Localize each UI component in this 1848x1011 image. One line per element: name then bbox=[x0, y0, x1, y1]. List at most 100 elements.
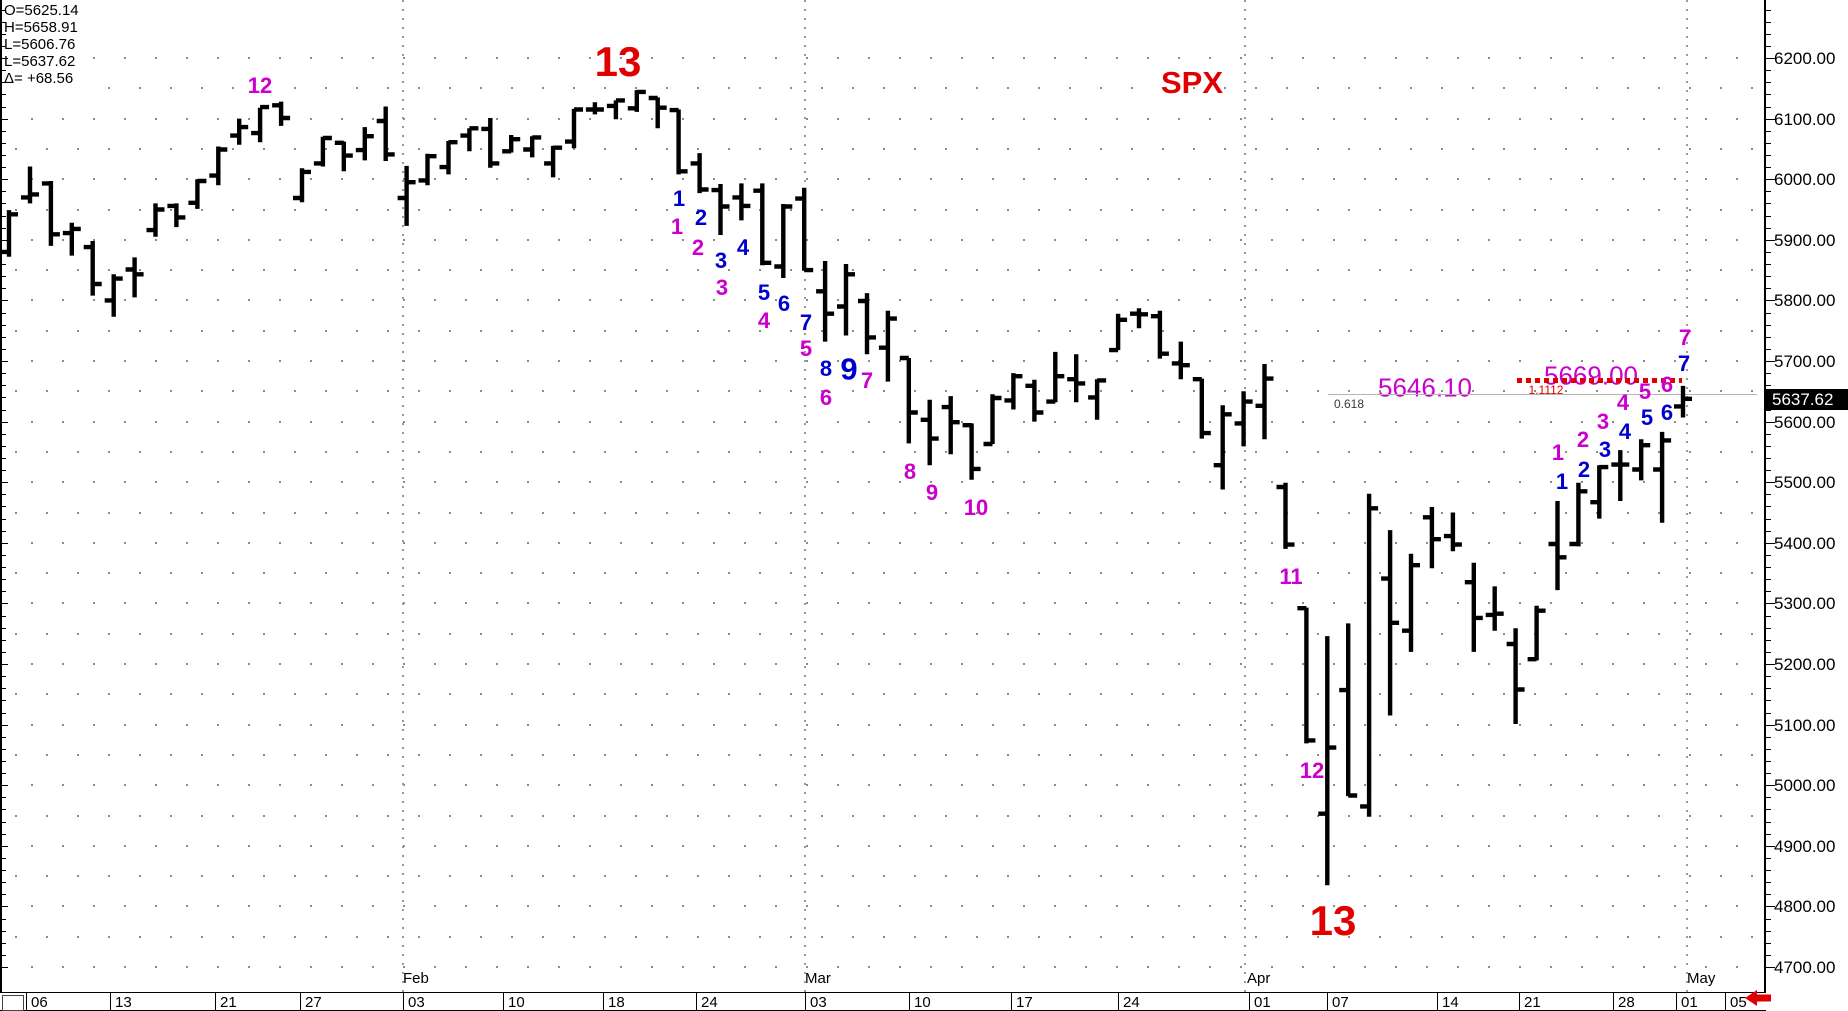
left-axis-tick bbox=[2, 882, 6, 884]
price-axis-label: 6100.00 bbox=[1774, 109, 1836, 129]
date-label: 06 bbox=[31, 994, 48, 1011]
price-axis-tick bbox=[1766, 954, 1771, 956]
left-axis-tick bbox=[2, 264, 6, 265]
overlay-delta: Δ= +68.56 bbox=[4, 70, 74, 87]
price-axis-tick bbox=[1766, 554, 1771, 556]
price-axis-tick bbox=[1766, 167, 1771, 169]
left-axis-tick bbox=[2, 179, 8, 181]
left-axis-tick bbox=[2, 894, 6, 896]
left-axis-tick bbox=[2, 833, 6, 835]
td-count-2: 2 bbox=[691, 235, 705, 260]
left-axis-tick bbox=[2, 445, 6, 447]
grid-dot-row bbox=[0, 238, 1764, 241]
left-axis-tick bbox=[2, 639, 6, 641]
price-axis-label: 5600.00 bbox=[1774, 412, 1836, 432]
price-axis-tick bbox=[1766, 882, 1771, 884]
left-axis-tick bbox=[2, 688, 6, 690]
date-axis[interactable]: 06 13 21 27 03 10 18 24 03 10 17 24 01 07 14 21 28 01 05 bbox=[0, 992, 1766, 1011]
price-axis-tick bbox=[1766, 857, 1771, 859]
left-axis-tick bbox=[2, 373, 6, 375]
price-axis-tick bbox=[1766, 458, 1771, 459]
left-axis-tick bbox=[2, 276, 6, 278]
overlay-open: O=5625.14 bbox=[4, 2, 79, 19]
left-axis-tick bbox=[2, 203, 6, 205]
td-trend-factor-line[interactable] bbox=[1517, 377, 1682, 383]
price-axis-tick bbox=[1766, 142, 1771, 144]
td-count-1: 1 bbox=[1555, 469, 1569, 494]
price-axis-label: 5800.00 bbox=[1774, 291, 1836, 311]
price-axis-tick bbox=[1766, 373, 1771, 375]
price-axis-tick bbox=[1766, 421, 1775, 423]
date-label: 14 bbox=[1442, 994, 1459, 1011]
left-axis-tick bbox=[2, 421, 8, 423]
price-axis-tick bbox=[1766, 251, 1771, 253]
left-axis-tick bbox=[2, 118, 8, 120]
td-count-6: 6 bbox=[1660, 372, 1674, 397]
overlay-low: L=5606.76 bbox=[4, 36, 76, 53]
price-axis-tick bbox=[1766, 627, 1771, 629]
price-axis-label: 6200.00 bbox=[1774, 49, 1836, 68]
left-axis-tick bbox=[2, 967, 8, 968]
price-axis-tick bbox=[1766, 833, 1771, 835]
left-axis-tick bbox=[2, 336, 6, 338]
price-axis-tick bbox=[1766, 761, 1771, 762]
left-axis-tick bbox=[2, 361, 8, 362]
price-axis-tick bbox=[1766, 482, 1775, 484]
date-axis-corner-box bbox=[2, 995, 24, 1011]
date-tick bbox=[1437, 993, 1438, 1011]
price-axis-tick bbox=[1766, 724, 1775, 726]
left-axis-tick bbox=[2, 736, 6, 738]
month-label-apr: Apr bbox=[1247, 970, 1271, 987]
left-axis-tick bbox=[2, 930, 6, 932]
left-axis-tick bbox=[2, 482, 8, 484]
left-axis-tick bbox=[2, 9, 6, 11]
left-axis-tick bbox=[2, 494, 6, 496]
td-count-2: 2 bbox=[1576, 427, 1590, 452]
grid-dot-row bbox=[0, 814, 1764, 817]
td-count-4: 4 bbox=[1616, 390, 1630, 415]
overlay-high: H=5658.91 bbox=[4, 19, 78, 36]
price-axis-tick bbox=[1766, 821, 1771, 823]
scroll-right-arrow-icon[interactable] bbox=[1744, 988, 1772, 1008]
fib-ratio-label: 0.618 bbox=[1333, 397, 1365, 411]
td-count-13: 13 bbox=[594, 38, 642, 85]
left-axis-tick bbox=[2, 615, 6, 617]
date-label: 07 bbox=[1332, 994, 1349, 1011]
left-axis-tick bbox=[2, 409, 6, 411]
left-axis-tick bbox=[2, 106, 6, 108]
fib-retracement-line[interactable] bbox=[1328, 393, 1757, 395]
left-axis-tick bbox=[2, 821, 6, 823]
price-axis-tick bbox=[1766, 845, 1775, 847]
price-axis-tick bbox=[1766, 276, 1771, 278]
grid-dot-row bbox=[0, 329, 1764, 332]
price-axis-tick bbox=[1766, 506, 1771, 508]
price-axis-tick bbox=[1766, 494, 1771, 496]
month-label-feb: Feb bbox=[403, 970, 429, 987]
date-label: 24 bbox=[1123, 994, 1140, 1011]
grid-dot-row bbox=[0, 269, 1764, 272]
left-axis-tick bbox=[2, 470, 6, 472]
price-axis-tick bbox=[1766, 179, 1775, 181]
left-axis-tick bbox=[2, 191, 6, 193]
date-tick bbox=[696, 993, 697, 1011]
price-axis[interactable]: 5637.62 6200.00 6100.00 6000.00 5900.00 5800… bbox=[1764, 0, 1848, 1011]
left-axis-tick bbox=[2, 288, 6, 290]
price-axis-tick bbox=[1766, 155, 1771, 156]
price-axis-tick bbox=[1766, 930, 1771, 932]
price-axis-tick bbox=[1766, 264, 1771, 265]
date-tick bbox=[909, 993, 910, 1011]
date-tick bbox=[1011, 993, 1012, 1011]
price-axis-tick bbox=[1766, 579, 1771, 581]
td-count-12: 12 bbox=[247, 73, 273, 98]
price-axis-tick bbox=[1766, 106, 1771, 108]
date-tick bbox=[26, 993, 27, 1011]
left-axis-tick bbox=[2, 591, 6, 593]
left-axis-tick bbox=[2, 906, 8, 908]
price-axis-tick bbox=[1766, 700, 1771, 702]
date-tick bbox=[1725, 993, 1726, 1011]
grid-dot-row bbox=[0, 693, 1764, 696]
left-axis-tick bbox=[2, 70, 6, 72]
left-axis-tick bbox=[2, 33, 6, 35]
td-count-5: 5 bbox=[799, 336, 813, 361]
